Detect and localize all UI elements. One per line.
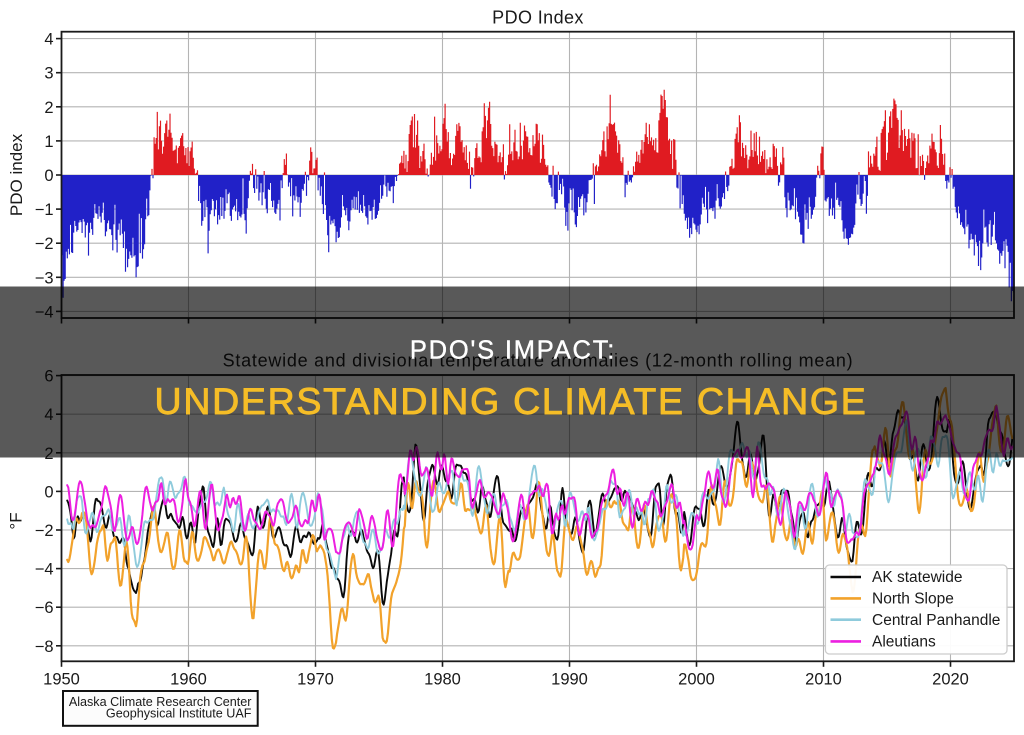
svg-text:−3: −3 <box>35 269 54 287</box>
svg-text:2000: 2000 <box>678 671 715 689</box>
svg-text:Aleutians: Aleutians <box>872 634 936 651</box>
svg-text:1950: 1950 <box>43 671 80 689</box>
svg-text:0: 0 <box>44 167 53 185</box>
svg-text:−2: −2 <box>35 522 54 540</box>
svg-text:PDO index: PDO index <box>7 133 26 216</box>
svg-text:1960: 1960 <box>170 671 207 689</box>
svg-text:1990: 1990 <box>551 671 588 689</box>
svg-text:2: 2 <box>44 99 53 117</box>
svg-text:PDO Index: PDO Index <box>492 8 584 28</box>
svg-text:−2: −2 <box>35 235 54 253</box>
svg-text:1: 1 <box>44 133 53 151</box>
svg-text:°F: °F <box>7 512 26 529</box>
svg-text:2010: 2010 <box>805 671 842 689</box>
svg-text:0: 0 <box>44 483 53 501</box>
svg-text:PDO'S IMPACT:: PDO'S IMPACT: <box>410 336 616 364</box>
svg-text:Alaska Climate Research Center: Alaska Climate Research Center <box>69 695 252 709</box>
svg-text:3: 3 <box>44 65 53 83</box>
svg-text:−1: −1 <box>35 201 54 219</box>
svg-text:2020: 2020 <box>932 671 969 689</box>
svg-text:Geophysical Institute UAF: Geophysical Institute UAF <box>106 707 252 721</box>
svg-text:UNDERSTANDING CLIMATE CHANGE: UNDERSTANDING CLIMATE CHANGE <box>155 380 868 422</box>
svg-text:−6: −6 <box>35 599 54 617</box>
svg-text:1980: 1980 <box>424 671 461 689</box>
svg-text:−4: −4 <box>35 561 54 579</box>
svg-text:4: 4 <box>44 31 53 49</box>
svg-text:1970: 1970 <box>297 671 334 689</box>
svg-text:AK statewide: AK statewide <box>872 569 962 586</box>
svg-text:North Slope: North Slope <box>872 591 954 608</box>
svg-text:Central Panhandle: Central Panhandle <box>872 612 1000 629</box>
svg-text:−8: −8 <box>35 638 54 656</box>
